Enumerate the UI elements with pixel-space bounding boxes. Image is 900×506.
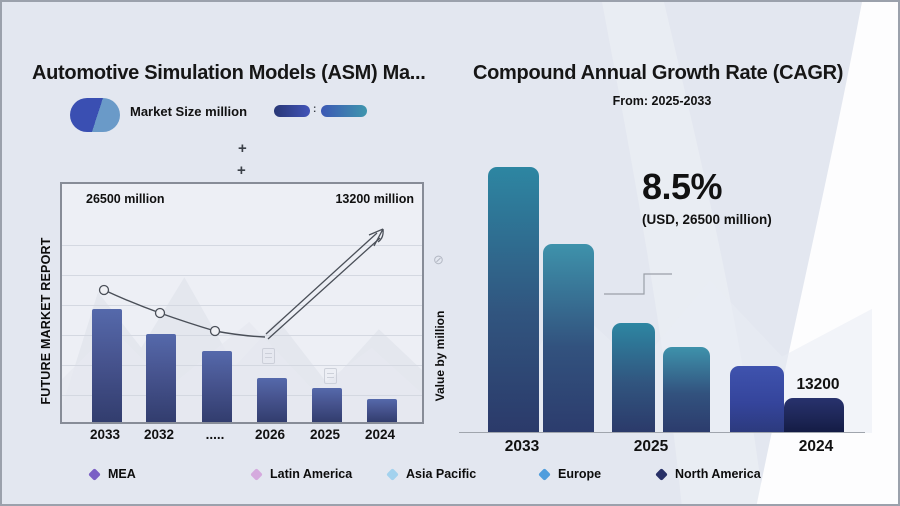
cagr-bar-2033-2 — [543, 244, 594, 432]
mini-pill-icon-dark — [274, 105, 310, 117]
diamond-icon — [386, 467, 399, 481]
x-axis-label: 2033 — [504, 438, 540, 455]
legend-label: MEA — [108, 467, 136, 481]
x-axis-label: 2024 — [798, 438, 834, 455]
legend-item-latin-america: Latin America — [250, 466, 353, 482]
legend-label: Europe — [558, 467, 602, 481]
market-size-chart-panel: 26500 million 13200 million — [60, 182, 424, 424]
legend-label: Latin America — [270, 467, 353, 481]
market-size-bar-2033 — [92, 309, 122, 422]
legend-item-asia-pacific: Asia Pacific — [386, 466, 477, 482]
step-line-decoration — [604, 273, 672, 295]
cagr-detail: (USD, 26500 million) — [642, 212, 772, 227]
diamond-icon — [655, 467, 668, 481]
legend-item-mea: MEA — [88, 466, 136, 482]
cagr-bar-2025-1 — [612, 323, 655, 432]
legend-label: Asia Pacific — [406, 467, 477, 481]
cagr-subtitle: From: 2025-2033 — [612, 94, 712, 108]
market-size-label: Market Size million — [130, 104, 248, 119]
diamond-icon — [88, 467, 101, 481]
faint-document-icon — [262, 348, 275, 364]
value-axis-label: Value by million — [433, 310, 447, 402]
cagr-percentage: 8.5% — [642, 166, 723, 207]
mini-pill-icon-teal — [321, 105, 367, 117]
faint-document-icon — [324, 368, 337, 384]
x-axis-line — [459, 432, 865, 433]
legend-label: North America — [675, 467, 761, 481]
cagr-bar-2024-2 — [784, 398, 844, 432]
market-size-bar-2025 — [312, 388, 342, 422]
bar-data-label: 13200 — [796, 376, 840, 393]
future-market-report-watermark: FUTURE MARKET REPORT — [39, 237, 53, 405]
market-size-bar-2032 — [146, 334, 176, 422]
x-axis-label: 2024 — [364, 427, 396, 442]
cagr-bar-2024-1 — [730, 366, 784, 432]
market-size-bar-2024 — [367, 399, 397, 422]
cagr-bar-2025-2 — [663, 347, 710, 432]
plus-mark-icon: + — [237, 162, 246, 179]
market-size-bar-..... — [202, 351, 232, 422]
market-size-pill-icon — [70, 98, 120, 132]
mini-pill-separator: : — [313, 104, 317, 115]
diamond-icon — [250, 467, 263, 481]
x-axis-label: 2032 — [143, 427, 175, 442]
trend-line-and-arrow — [98, 228, 384, 340]
page-title: Automotive Simulation Models (ASM) Ma... — [32, 62, 426, 84]
cagr-title: Compound Annual Growth Rate (CAGR) — [473, 62, 844, 84]
circle-slash-icon: ⊘ — [433, 252, 444, 267]
x-axis-label: 2033 — [89, 427, 121, 442]
diamond-icon — [538, 467, 551, 481]
annotation-26500-million: 26500 million — [86, 192, 165, 206]
x-axis-label: 2025 — [633, 438, 669, 455]
x-axis-label: ..... — [205, 427, 225, 442]
cagr-bar-2033-1 — [488, 167, 539, 432]
market-size-bar-2026 — [257, 378, 287, 422]
cagr-chart-area — [457, 162, 869, 433]
plus-mark-icon: + — [238, 140, 247, 157]
x-axis-label: 2026 — [254, 427, 286, 442]
x-axis-label: 2025 — [309, 427, 341, 442]
legend-item-europe: Europe — [538, 466, 602, 482]
gridlines — [62, 216, 422, 422]
legend-item-north-america: North America — [655, 466, 761, 482]
annotation-13200-million: 13200 million — [335, 192, 414, 206]
